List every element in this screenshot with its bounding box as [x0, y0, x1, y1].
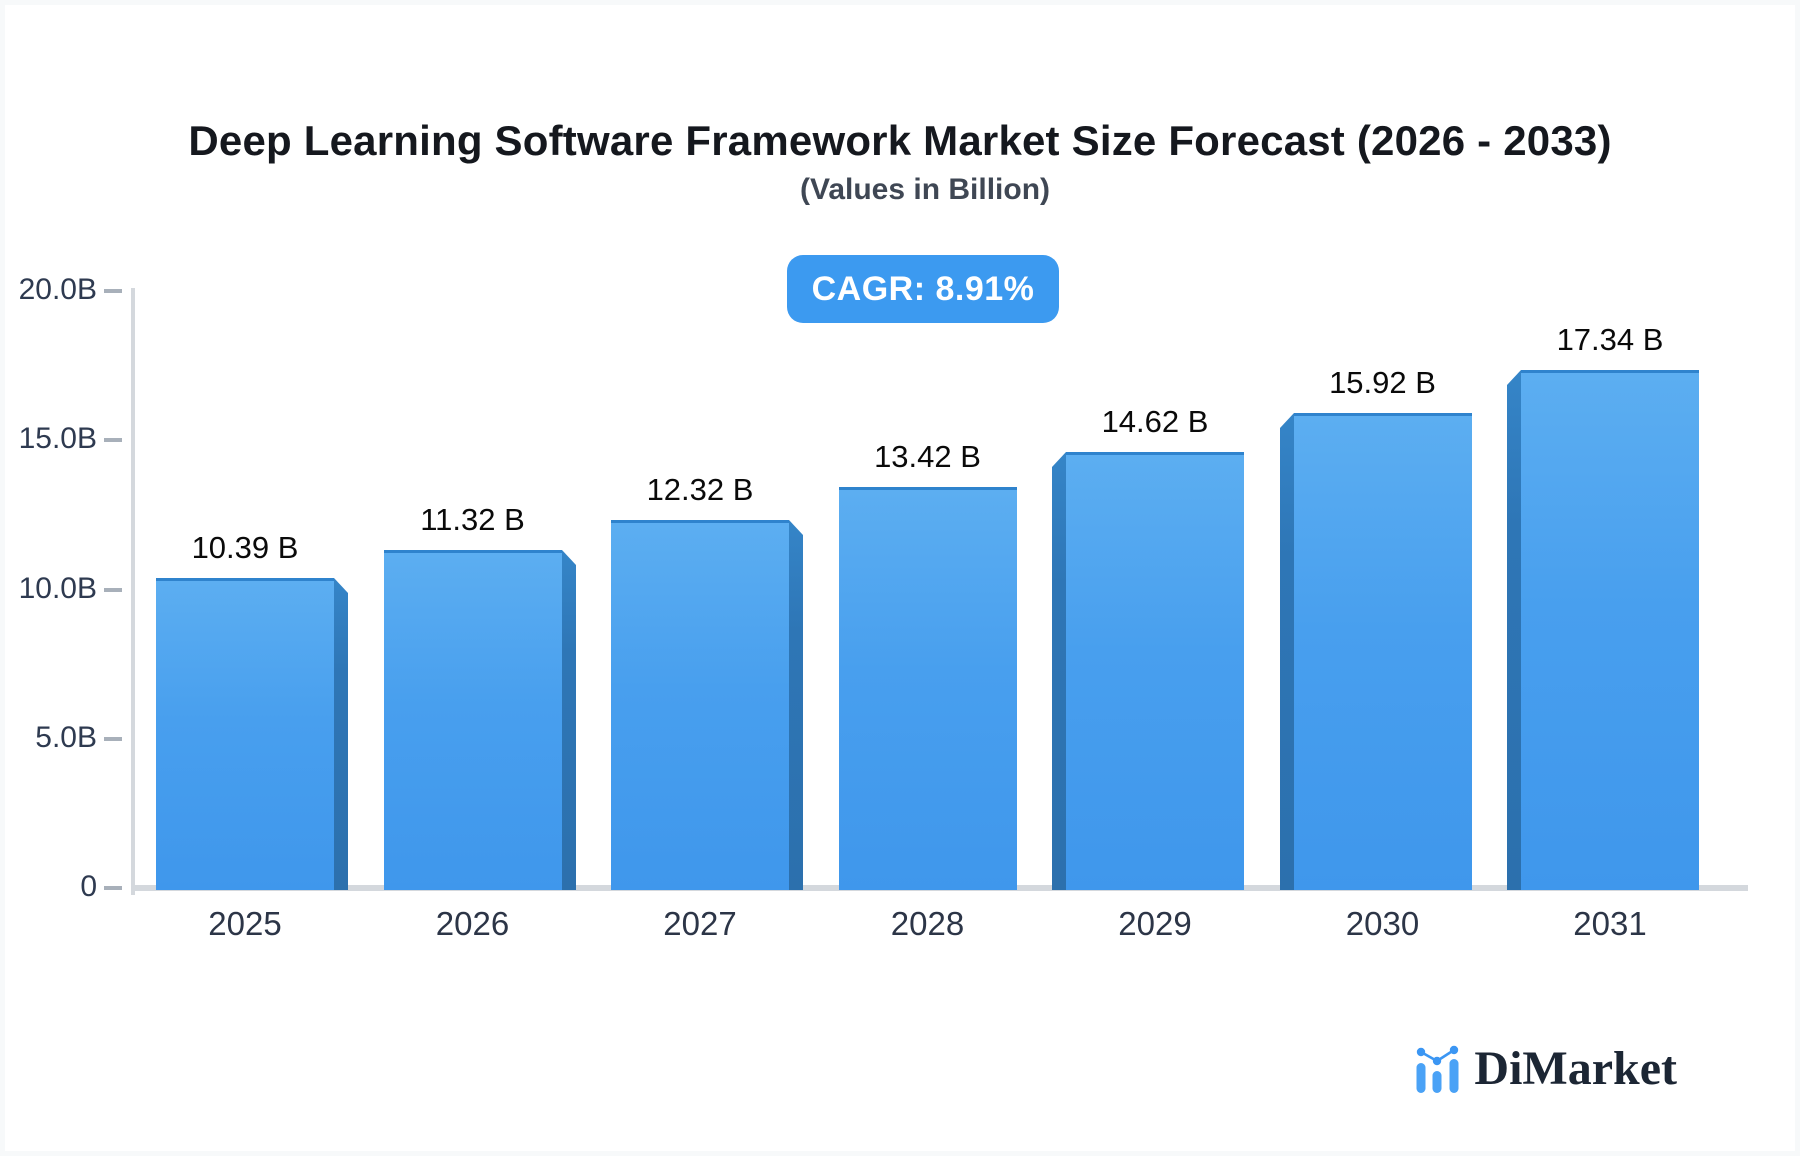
bar-2026	[384, 550, 562, 890]
y-tick-label: 10.0B	[18, 571, 97, 605]
x-axis-label-2025: 2025	[208, 905, 282, 942]
y-tick-label: 0	[80, 870, 97, 903]
chart-subtitle: (Values in Billion)	[799, 173, 1051, 206]
x-axis-label-2028: 2028	[890, 905, 965, 942]
y-tick-20.0B	[104, 289, 122, 293]
bar-value-label: 13.42 B	[874, 439, 981, 474]
bar-2030	[1294, 413, 1472, 890]
bar-side-face	[789, 520, 803, 890]
bar-2027	[611, 520, 789, 890]
bar-side-face	[1507, 370, 1521, 890]
bar-value-label: 11.32 B	[420, 502, 525, 537]
x-axis-label-2029: 2029	[1118, 905, 1192, 942]
y-axis-line	[131, 288, 135, 895]
y-tick-label: 20.0B	[18, 273, 97, 306]
bar-value-label: 12.32 B	[646, 472, 754, 507]
dimarket-logo: DiMarket	[1416, 1045, 1677, 1093]
bar-side-face	[1052, 452, 1066, 890]
y-tick-15.0B	[104, 438, 122, 443]
y-tick-10.0B	[104, 587, 122, 592]
y-tick-0	[104, 886, 122, 890]
bar-value-label: 14.62 B	[1101, 404, 1209, 439]
x-axis-label-2031: 2031	[1573, 905, 1647, 942]
bar-2031	[1521, 370, 1699, 890]
x-axis-label-2026: 2026	[435, 905, 510, 942]
cagr-badge: CAGR: 8.91%	[787, 255, 1059, 323]
x-axis-label-2030: 2030	[1345, 905, 1420, 942]
bar-value-label: 10.39 B	[191, 530, 299, 565]
mini-bar-chart-icon	[1416, 1045, 1459, 1093]
bar-value-label: 17.34 B	[1556, 322, 1664, 357]
bar-2025	[156, 578, 334, 890]
bar-side-face	[334, 578, 348, 890]
bar-2028	[839, 487, 1017, 890]
y-tick-5.0B	[104, 736, 122, 741]
y-tick-label: 5.0B	[35, 720, 97, 754]
chart-card: Deep Learning Software Framework Market …	[5, 5, 1795, 1151]
bar-value-label: 15.92 B	[1329, 365, 1436, 400]
brand-name: DiMarket	[1474, 1042, 1677, 1095]
x-axis-label-2027: 2027	[663, 905, 737, 942]
y-tick-label: 15.0B	[18, 422, 97, 456]
bar-side-face	[562, 550, 576, 890]
bar-2029	[1066, 452, 1244, 890]
chart-title: Deep Learning Software Framework Market …	[188, 117, 1612, 164]
bar-side-face	[1280, 413, 1294, 890]
